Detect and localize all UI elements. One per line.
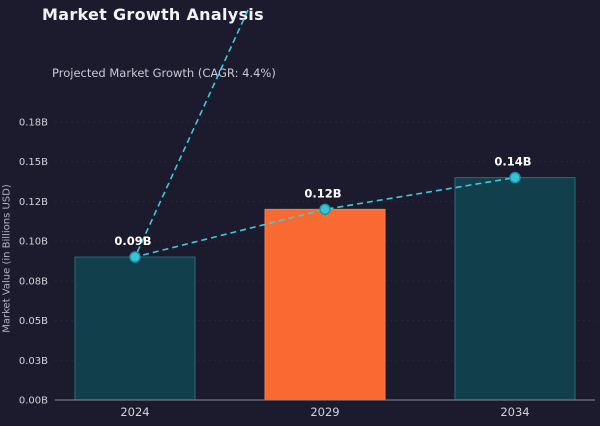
data-point-marker	[319, 203, 331, 216]
y-tick-label: 0.00B	[19, 396, 48, 407]
value-label: 0.09B	[114, 234, 151, 248]
value-label: 0.12B	[304, 186, 341, 200]
bar-2024	[74, 256, 196, 401]
trend-line	[133, 9, 516, 259]
x-tick-label: 2024	[120, 405, 149, 419]
value-label: 0.14B	[494, 155, 531, 169]
bar-2029	[264, 208, 386, 401]
y-tick-label: 0.03B	[19, 356, 48, 367]
x-tick-label: 2029	[310, 405, 339, 419]
data-point-marker	[129, 251, 141, 263]
y-tick-label: 0.05B	[19, 316, 48, 327]
chart-title: Market Growth Analysis	[42, 5, 264, 24]
x-tick-label: 2034	[500, 405, 529, 419]
y-tick-label: 0.08B	[19, 276, 48, 287]
y-tick-label: 0.12B	[19, 197, 48, 208]
data-point-marker	[509, 171, 521, 184]
y-tick-label: 0.18B	[19, 118, 48, 129]
bar-2034	[454, 177, 576, 401]
chart-subtitle: Projected Market Growth (CAGR: 4.4%)	[52, 66, 276, 80]
y-tick-label: 0.15B	[19, 157, 48, 168]
y-tick-label: 0.10B	[19, 237, 48, 248]
